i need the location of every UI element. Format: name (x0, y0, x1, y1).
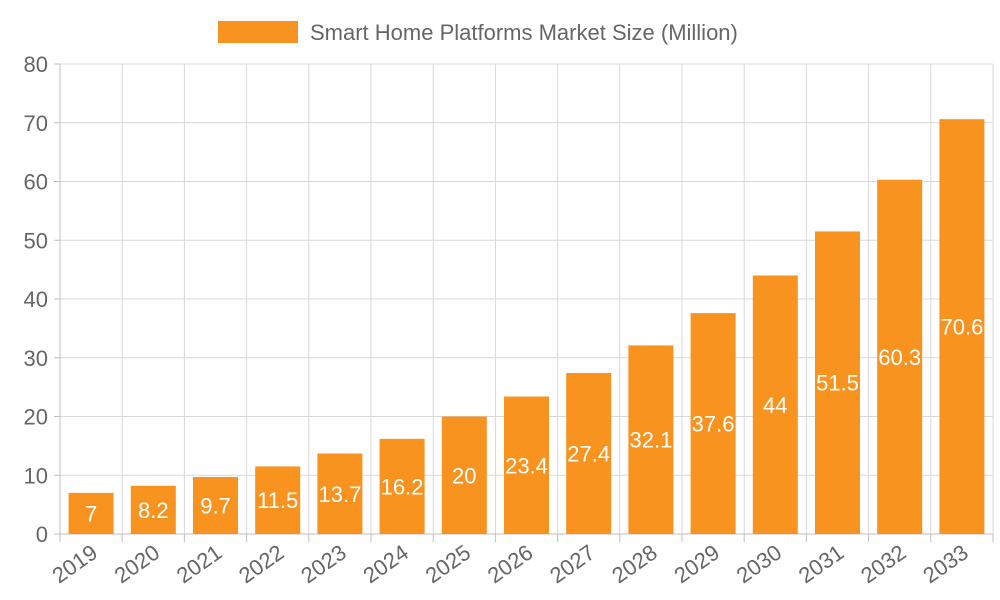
x-tick-label: 2032 (856, 540, 910, 589)
bar-value-label: 32.1 (629, 428, 672, 453)
bar (690, 313, 736, 534)
bar (504, 396, 549, 534)
y-tick-label: 20 (24, 405, 48, 430)
x-tick-label: 2025 (421, 540, 475, 589)
bar (815, 231, 860, 534)
y-tick-label: 10 (24, 463, 48, 488)
bar-value-label: 8.2 (138, 498, 169, 523)
bar (317, 453, 363, 534)
x-tick-label: 2022 (234, 540, 288, 589)
bar (441, 416, 487, 534)
x-tick-label: 2023 (296, 540, 350, 589)
bar (255, 466, 301, 534)
bar-value-label: 20 (452, 463, 476, 488)
bar (628, 345, 674, 534)
bar (130, 485, 176, 534)
bar-value-label: 27.4 (567, 442, 610, 467)
bar-value-label: 37.6 (692, 412, 735, 437)
bar (566, 373, 612, 534)
bar-value-label: 16.2 (381, 474, 424, 499)
y-tick-label: 0 (36, 522, 48, 547)
grid (59, 63, 994, 535)
x-tick-label: 2020 (110, 540, 164, 589)
legend: Smart Home Platforms Market Size (Millio… (218, 20, 738, 45)
y-tick-label: 60 (24, 170, 48, 195)
bar-value-label: 23.4 (505, 453, 548, 478)
x-tick-label: 2024 (359, 540, 413, 589)
bar (68, 492, 114, 534)
bar-value-label: 9.7 (200, 494, 231, 519)
bar (939, 119, 985, 534)
y-tick-label: 50 (24, 228, 48, 253)
bar (193, 477, 238, 534)
legend-swatch (218, 21, 298, 43)
bar-value-label: 51.5 (816, 371, 859, 396)
x-tick-label: 2030 (732, 540, 786, 589)
y-tick-label: 80 (24, 52, 48, 77)
bars (68, 119, 985, 535)
y-tick-label: 70 (24, 111, 48, 136)
bar-value-label: 7 (85, 501, 97, 526)
x-tick-label: 2019 (48, 540, 102, 589)
x-tick-label: 2029 (670, 540, 724, 589)
x-tick-label: 2033 (918, 540, 972, 589)
data-labels: 7 8.2 9.7 11.5 13.7 16.2 20 23.4 27.4 32.1 37.6 44 5… (85, 315, 983, 527)
bar-value-label: 13.7 (318, 482, 361, 507)
bar-value-label: 60.3 (878, 345, 921, 370)
bar (877, 179, 923, 535)
bar-value-label: 11.5 (257, 488, 298, 513)
x-tick-label: 2028 (607, 540, 661, 589)
bar (752, 275, 798, 534)
x-tick-label: 2031 (794, 540, 848, 589)
y-tick-label: 30 (24, 346, 48, 371)
x-tick-label: 2021 (172, 540, 226, 589)
bar-value-label: 70.6 (940, 315, 983, 340)
y-tick-label: 40 (24, 287, 48, 312)
bar (379, 438, 425, 534)
x-tick-label: 2027 (545, 540, 599, 589)
x-tick-label: 2026 (483, 540, 537, 589)
bar-value-label: 44 (763, 393, 787, 418)
legend-label: Smart Home Platforms Market Size (Millio… (310, 20, 738, 45)
